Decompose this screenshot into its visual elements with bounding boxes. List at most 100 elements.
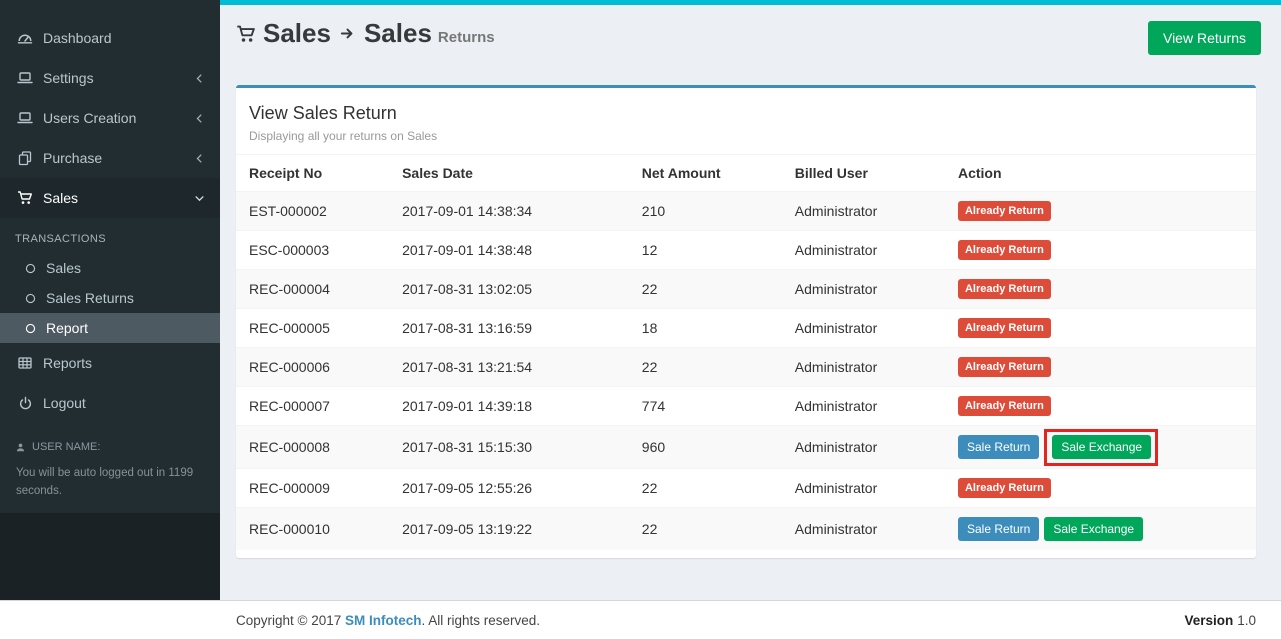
breadcrumb-sub: Returns xyxy=(437,29,495,46)
table-row: REC-000006 2017-08-31 13:21:54 22 Admini… xyxy=(236,347,1256,387)
sale-return-button[interactable]: Sale Return xyxy=(957,435,1040,459)
billed-user-cell: Administrator xyxy=(786,269,950,309)
sale-return-button[interactable]: Sale Return xyxy=(957,517,1040,541)
action-cell: Already Return xyxy=(949,347,1256,387)
column-net-amount: Net Amount xyxy=(633,154,787,192)
panel-subtitle: Displaying all your returns on Sales xyxy=(249,129,438,143)
net-amount-cell: 22 xyxy=(633,507,787,550)
breadcrumb-main: Sales xyxy=(263,18,331,48)
action-cell: Already Return xyxy=(949,269,1256,309)
breadcrumb-current: Sales xyxy=(363,18,432,48)
receipt-no-cell: REC-000004 xyxy=(236,269,395,309)
table-header-row: Receipt No Sales Date Net Amount Billed … xyxy=(236,154,1256,192)
sidebar-item-label: Reports xyxy=(43,355,93,371)
billed-user-cell: Administrator xyxy=(786,308,950,348)
already-return-badge: Already Return xyxy=(957,478,1051,498)
company-link[interactable]: SM Infotech xyxy=(345,612,422,628)
sidebar-subitem-sales[interactable]: Sales xyxy=(0,253,220,283)
billed-user-cell: Administrator xyxy=(786,507,950,550)
table-row: ESC-000003 2017-09-01 14:38:48 12 Admini… xyxy=(236,230,1256,270)
receipt-no-cell: EST-000002 xyxy=(236,191,395,231)
sale-exchange-button[interactable]: Sale Exchange xyxy=(1052,434,1152,459)
receipt-no-cell: REC-000008 xyxy=(236,425,395,469)
net-amount-cell: 22 xyxy=(633,468,787,508)
auto-logout-notice: You will be auto logged out in 1199 seco… xyxy=(16,467,194,497)
action-cell: Already Return xyxy=(949,308,1256,348)
page-title: Sales Sales Returns xyxy=(236,18,495,49)
sidebar: Dashboard Settings Users Creation xyxy=(0,0,220,600)
receipt-no-cell: REC-000009 xyxy=(236,468,395,508)
already-return-badge: Already Return xyxy=(957,396,1051,416)
already-return-badge: Already Return xyxy=(957,357,1051,377)
sales-returns-table-body: EST-000002 2017-09-01 14:38:34 210 Admin… xyxy=(236,191,1256,550)
annotation-highlight-box: Sale Exchange xyxy=(1044,428,1159,466)
table-row: REC-000005 2017-08-31 13:16:59 18 Admini… xyxy=(236,308,1256,348)
laptop-icon xyxy=(15,70,35,86)
dashboard-icon xyxy=(15,30,35,46)
sidebar-item-users-creation[interactable]: Users Creation xyxy=(0,98,220,138)
receipt-no-cell: ESC-000003 xyxy=(236,230,395,270)
net-amount-cell: 960 xyxy=(633,425,787,469)
billed-user-cell: Administrator xyxy=(786,425,950,469)
net-amount-cell: 12 xyxy=(633,230,787,270)
circle-icon xyxy=(21,292,39,305)
user-icon xyxy=(15,442,26,453)
net-amount-cell: 774 xyxy=(633,386,787,426)
chevron-left-icon xyxy=(194,73,205,84)
power-icon xyxy=(15,396,35,411)
sidebar-footer-strip xyxy=(0,512,220,600)
arrow-right-icon xyxy=(340,26,355,41)
sale-exchange-button[interactable]: Sale Exchange xyxy=(1044,517,1144,541)
sidebar-section-transactions: TRANSACTIONS xyxy=(15,233,106,245)
already-return-badge: Already Return xyxy=(957,318,1051,338)
net-amount-cell: 22 xyxy=(633,347,787,387)
already-return-badge: Already Return xyxy=(957,240,1051,260)
chevron-left-icon xyxy=(194,113,205,124)
sales-return-panel: View Sales Return Displaying all your re… xyxy=(236,85,1256,558)
sales-date-cell: 2017-08-31 15:15:30 xyxy=(394,425,634,469)
circle-icon xyxy=(21,322,39,335)
table-row: REC-000007 2017-09-01 14:39:18 774 Admin… xyxy=(236,386,1256,426)
sidebar-item-dashboard[interactable]: Dashboard xyxy=(0,18,220,58)
already-return-badge: Already Return xyxy=(957,201,1051,221)
content-header: Sales Sales Returns View Returns xyxy=(220,5,1281,55)
table-header: Receipt No Sales Date Net Amount Billed … xyxy=(236,154,1256,192)
cart-icon xyxy=(15,190,35,206)
sidebar-subitem-report[interactable]: Report xyxy=(0,313,220,343)
receipt-no-cell: REC-000005 xyxy=(236,308,395,348)
table-row: EST-000002 2017-09-01 14:38:34 210 Admin… xyxy=(236,191,1256,231)
sidebar-item-label: Dashboard xyxy=(43,30,112,46)
net-amount-cell: 210 xyxy=(633,191,787,231)
panel-title: View Sales Return xyxy=(249,103,397,123)
table-icon xyxy=(15,355,35,371)
chevron-down-icon xyxy=(194,193,205,204)
sidebar-subitem-sales-returns[interactable]: Sales Returns xyxy=(0,283,220,313)
billed-user-cell: Administrator xyxy=(786,230,950,270)
billed-user-cell: Administrator xyxy=(786,386,950,426)
receipt-no-cell: REC-000007 xyxy=(236,386,395,426)
sidebar-item-reports[interactable]: Reports xyxy=(0,343,220,383)
sidebar-item-settings[interactable]: Settings xyxy=(0,58,220,98)
column-action: Action xyxy=(949,154,1256,192)
panel-header: View Sales Return Displaying all your re… xyxy=(236,98,1256,154)
cart-icon xyxy=(236,24,256,44)
users-creation-icon xyxy=(15,110,35,126)
sidebar-subitem-label: Sales xyxy=(46,260,82,276)
copyright-text: Copyright © 2017 SM Infotech. All rights… xyxy=(236,612,541,628)
billed-user-cell: Administrator xyxy=(786,468,950,508)
sidebar-item-logout[interactable]: Logout xyxy=(0,383,220,423)
sidebar-item-sales[interactable]: Sales xyxy=(0,178,220,218)
sales-date-cell: 2017-08-31 13:16:59 xyxy=(394,308,634,348)
net-amount-cell: 22 xyxy=(633,269,787,309)
table-row: REC-000004 2017-08-31 13:02:05 22 Admini… xyxy=(236,269,1256,309)
page-footer: Copyright © 2017 SM Infotech. All rights… xyxy=(0,600,1281,639)
sidebar-subitem-label: Sales Returns xyxy=(46,290,134,306)
sales-date-cell: 2017-08-31 13:02:05 xyxy=(394,269,634,309)
action-cell: Sale Return Sale Exchange xyxy=(949,507,1256,550)
view-returns-button[interactable]: View Returns xyxy=(1147,21,1261,55)
sales-date-cell: 2017-09-01 14:38:34 xyxy=(394,191,634,231)
sidebar-item-purchase[interactable]: Purchase xyxy=(0,138,220,178)
action-cell: Already Return xyxy=(949,191,1256,231)
sales-date-cell: 2017-09-01 14:39:18 xyxy=(394,386,634,426)
sidebar-subitem-label: Report xyxy=(46,320,89,336)
